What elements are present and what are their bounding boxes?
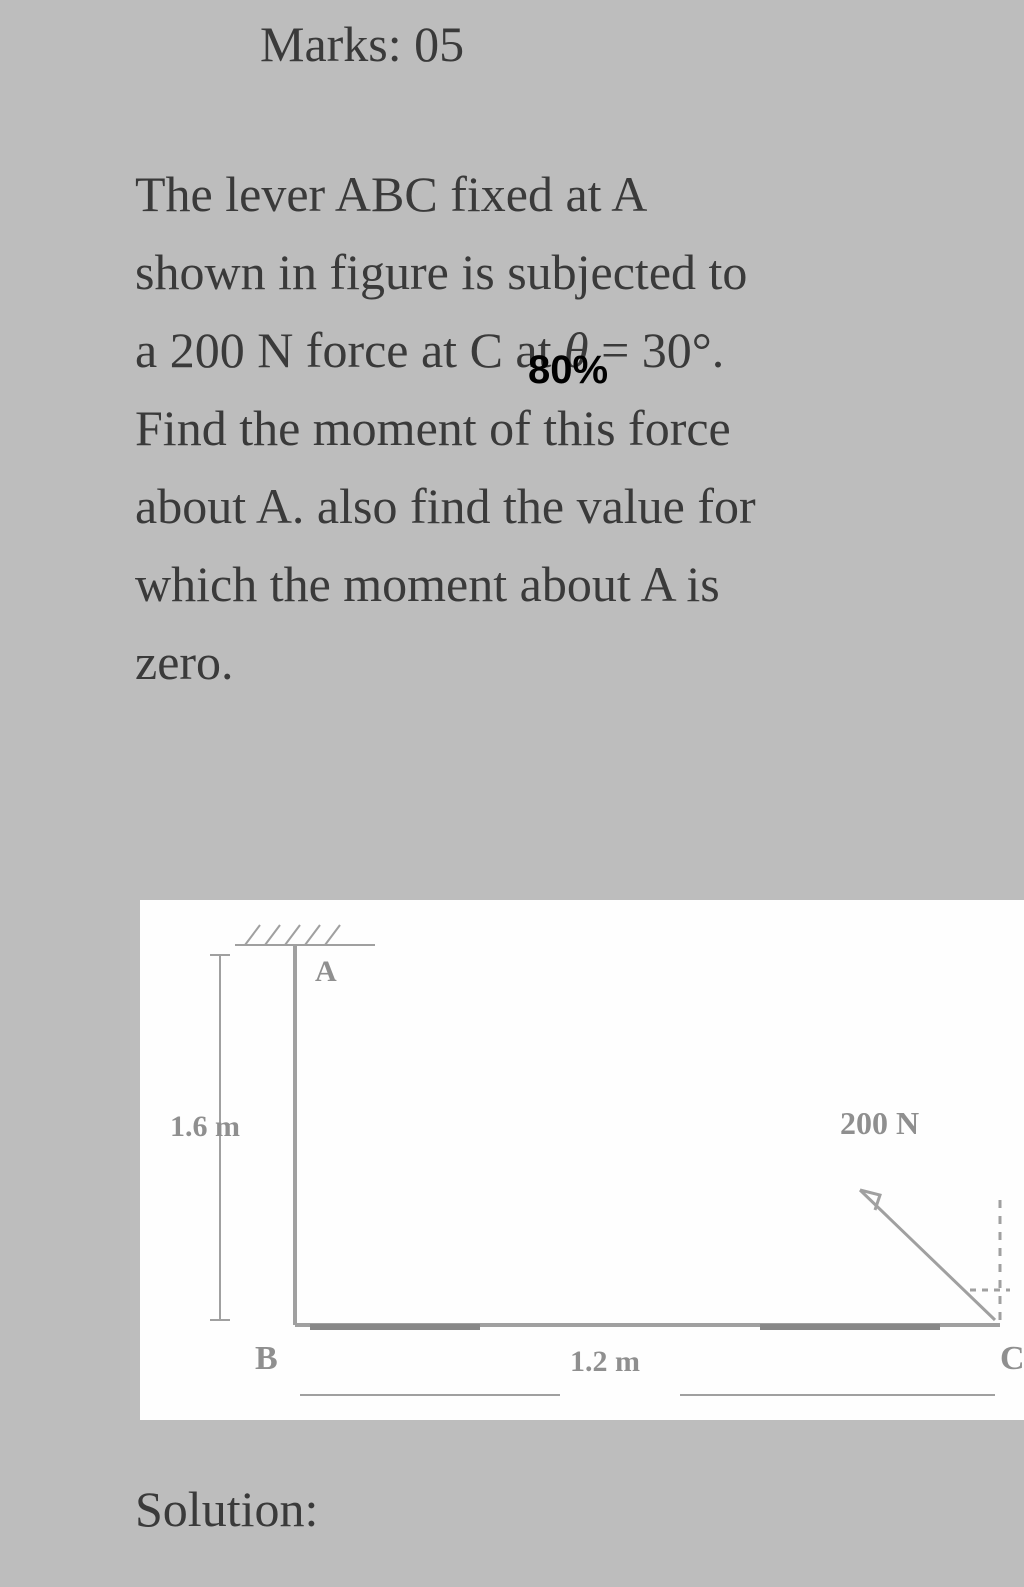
figure-label-A: A <box>315 955 337 989</box>
figure-dim-horizontal: 1.2 m <box>570 1345 640 1379</box>
problem-line-2: shown in figure is subjected to <box>135 244 747 300</box>
problem-line-7: zero. <box>135 634 234 690</box>
lever-figure: A B C 1.6 m 1.2 m 200 N <box>140 900 1024 1420</box>
problem-line-3b: = 30°. <box>589 322 725 378</box>
figure-label-B: B <box>255 1340 278 1378</box>
figure-dim-vertical: 1.6 m <box>170 1110 240 1144</box>
problem-line-5: about A. also find the value for <box>135 478 756 534</box>
problem-line-1: The lever ABC fixed at A <box>135 166 647 222</box>
problem-line-3a: a 200 N force at C at <box>135 322 564 378</box>
battery-overlay: 80% <box>528 348 608 393</box>
problem-text: The lever ABC fixed at A shown in figure… <box>135 155 905 701</box>
marks-line: Marks: 05 <box>260 15 464 73</box>
problem-line-6: which the moment about A is <box>135 556 720 612</box>
solution-heading: Solution: <box>135 1480 318 1538</box>
figure-label-C: C <box>1000 1340 1024 1378</box>
problem-line-4: Find the moment of this force <box>135 400 731 456</box>
figure-force-label: 200 N <box>840 1105 919 1142</box>
